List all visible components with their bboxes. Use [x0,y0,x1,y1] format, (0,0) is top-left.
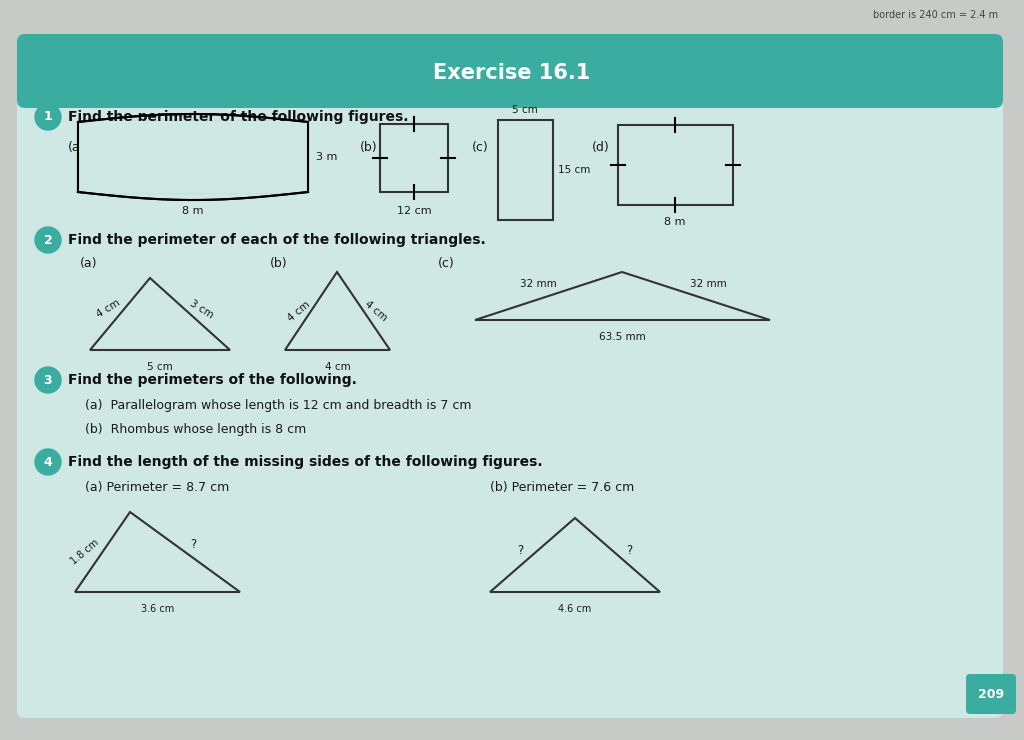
Text: border is 240 cm = 2.4 m: border is 240 cm = 2.4 m [872,10,998,20]
Text: (b): (b) [360,141,378,155]
Text: (c): (c) [438,258,455,271]
Text: 2: 2 [44,234,52,246]
Circle shape [35,367,61,393]
Text: 8 m: 8 m [665,217,686,227]
FancyBboxPatch shape [17,34,1002,108]
Text: (a): (a) [80,258,97,271]
Text: 12 cm: 12 cm [396,206,431,216]
Text: (b) Perimeter = 7.6 cm: (b) Perimeter = 7.6 cm [490,482,634,494]
Text: (b): (b) [270,258,288,271]
Text: 5 cm: 5 cm [147,362,173,372]
Text: (a) Perimeter = 8.7 cm: (a) Perimeter = 8.7 cm [85,482,229,494]
Text: (b)  Rhombus whose length is 8 cm: (b) Rhombus whose length is 8 cm [85,423,306,437]
Text: 4: 4 [44,456,52,468]
Text: (a)  Parallelogram whose length is 12 cm and breadth is 7 cm: (a) Parallelogram whose length is 12 cm … [85,399,471,411]
Text: 3 m: 3 m [316,152,337,162]
Text: 15 cm: 15 cm [558,165,591,175]
Text: ?: ? [627,543,633,556]
Text: Find the perimeter of the following figures.: Find the perimeter of the following figu… [68,110,409,124]
Text: (c): (c) [472,141,488,155]
Text: 4.6 cm: 4.6 cm [558,604,592,614]
Text: 4 cm: 4 cm [362,299,388,323]
Bar [618,125,733,205]
Text: 4 cm: 4 cm [94,298,122,320]
Text: (a): (a) [68,141,85,155]
Text: Find the perimeters of the following.: Find the perimeters of the following. [68,373,357,387]
Text: ?: ? [517,543,523,556]
FancyBboxPatch shape [17,37,1002,718]
Bar [498,120,553,220]
Text: ?: ? [189,537,197,551]
Text: 1.8 cm: 1.8 cm [69,537,100,567]
Circle shape [35,104,61,130]
Circle shape [35,227,61,253]
Text: 63.5 mm: 63.5 mm [599,332,646,342]
Text: Find the length of the missing sides of the following figures.: Find the length of the missing sides of … [68,455,543,469]
Circle shape [35,449,61,475]
Text: (d): (d) [592,141,609,155]
Text: 3 cm: 3 cm [188,298,216,320]
Text: 209: 209 [978,687,1005,701]
Text: 32 mm: 32 mm [689,279,726,289]
Text: 5 cm: 5 cm [512,105,538,115]
Text: Find the perimeter of each of the following triangles.: Find the perimeter of each of the follow… [68,233,485,247]
Text: 3: 3 [44,374,52,386]
Text: 4 cm: 4 cm [325,362,350,372]
Text: Exercise 16.1: Exercise 16.1 [433,63,591,83]
Text: 32 mm: 32 mm [520,279,557,289]
FancyBboxPatch shape [966,674,1016,714]
Text: 4 cm: 4 cm [286,299,312,323]
Bar [77,121,309,193]
Text: 1: 1 [44,110,52,124]
PathPatch shape [25,42,995,102]
Text: 3.6 cm: 3.6 cm [141,604,174,614]
Bar [78,122,308,192]
Bar [380,124,449,192]
Text: 8 m: 8 m [182,206,204,216]
